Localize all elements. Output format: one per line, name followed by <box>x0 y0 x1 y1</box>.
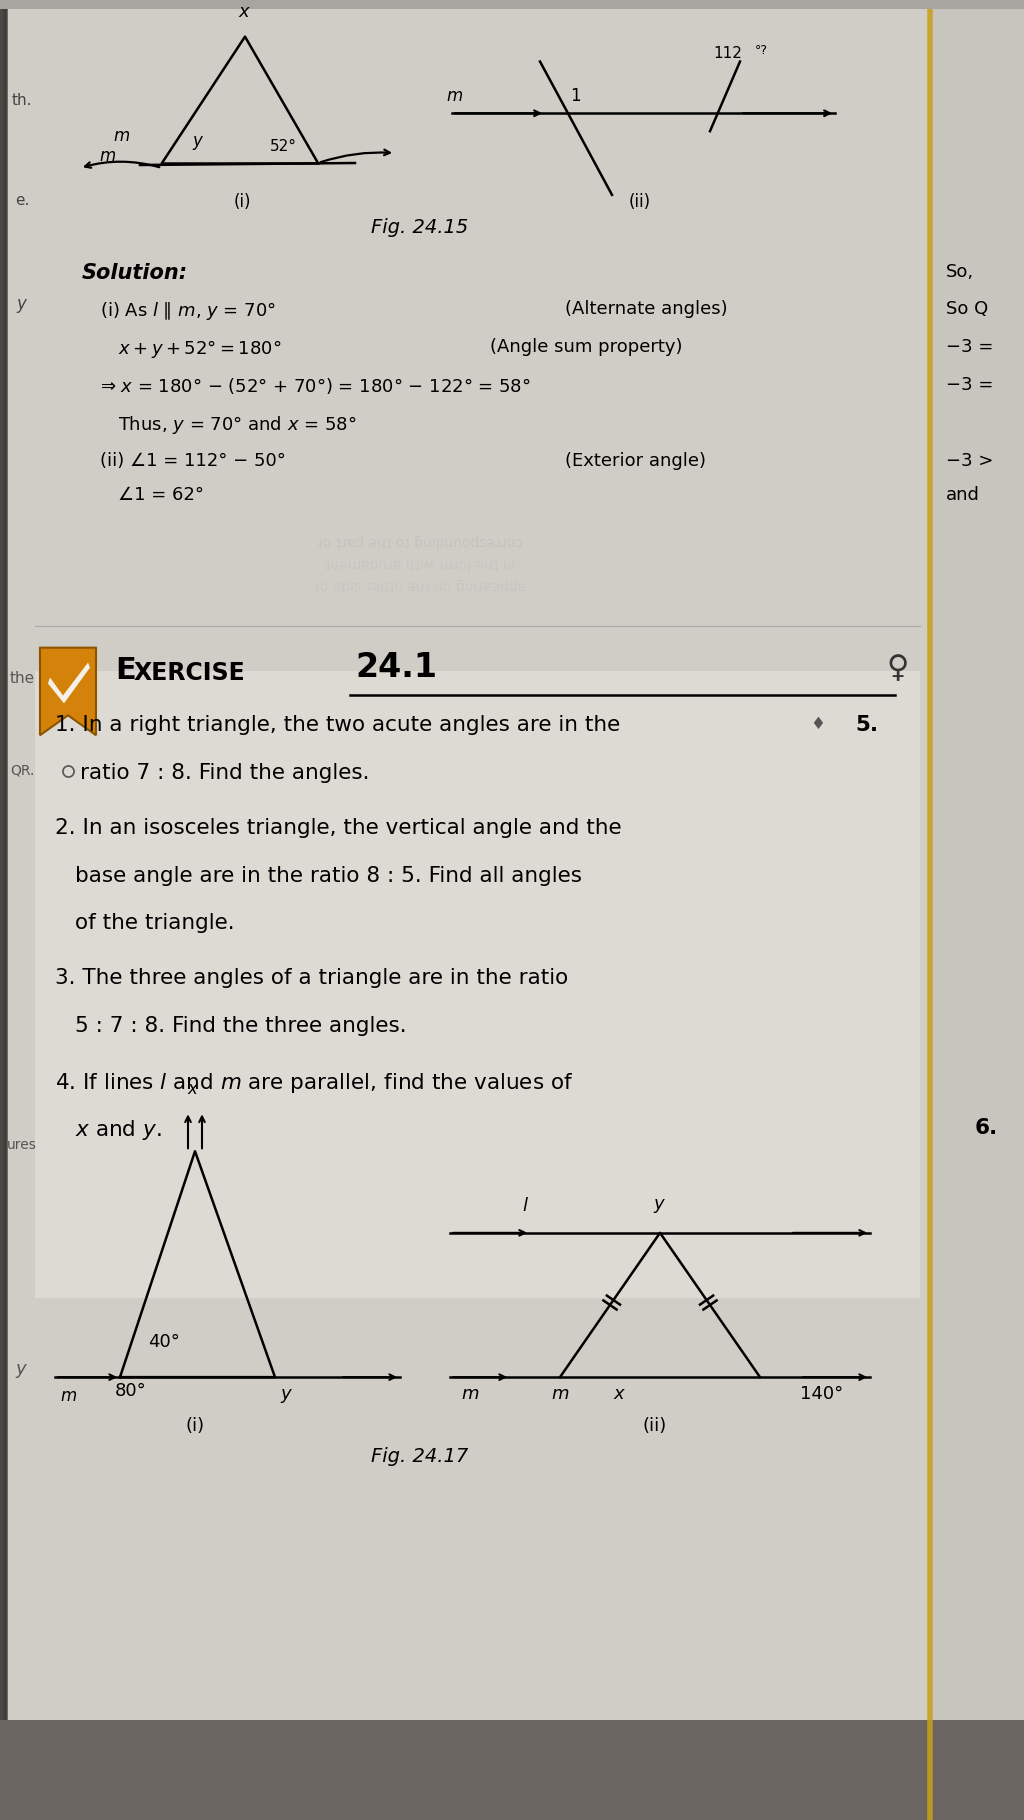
Text: 3. The three angles of a triangle are in the ratio: 3. The three angles of a triangle are in… <box>55 968 568 988</box>
Bar <box>0 9 7 1820</box>
Text: 52°: 52° <box>270 138 297 153</box>
Text: So,: So, <box>946 262 974 280</box>
Text: 1: 1 <box>570 87 581 106</box>
Text: (ii): (ii) <box>629 193 651 211</box>
Polygon shape <box>40 648 96 735</box>
Text: 140°: 140° <box>800 1385 843 1403</box>
Text: $x + y + 52° = 180°$: $x + y + 52° = 180°$ <box>118 339 282 360</box>
Text: 80°: 80° <box>115 1381 146 1400</box>
Text: 6.: 6. <box>975 1119 998 1138</box>
Text: (Angle sum property): (Angle sum property) <box>490 339 683 357</box>
Text: −3 =: −3 = <box>946 377 993 393</box>
Text: $m$: $m$ <box>551 1385 569 1403</box>
Bar <box>0 9 5 1820</box>
Text: E: E <box>115 655 136 684</box>
Text: $x$ and $y$.: $x$ and $y$. <box>75 1119 162 1143</box>
Text: (i): (i) <box>233 193 251 211</box>
Text: °?: °? <box>755 44 768 56</box>
Polygon shape <box>48 662 90 703</box>
Text: (Exterior angle): (Exterior angle) <box>565 451 706 470</box>
Text: Fig. 24.15: Fig. 24.15 <box>372 218 469 237</box>
Text: ⇒ $x$ = 180° − (52° + 70°) = 180° − 122° = 58°: ⇒ $x$ = 180° − (52° + 70°) = 180° − 122°… <box>100 377 530 397</box>
Bar <box>930 9 1024 1820</box>
Bar <box>0 9 6 1820</box>
Text: $m$: $m$ <box>461 1385 479 1403</box>
Text: ʇuǝɯɐbnɹɐ ɥʇıʍ ɯɹoɟ ǝɥʇ uı: ʇuǝɯɐbnɹɐ ɥʇıʍ ɯɹoɟ ǝɥʇ uı <box>325 559 515 571</box>
Text: $y$: $y$ <box>653 1198 667 1216</box>
Text: $m$: $m$ <box>446 87 464 106</box>
Text: e.: e. <box>14 193 30 207</box>
Text: ratio 7 : 8. Find the angles.: ratio 7 : 8. Find the angles. <box>80 763 370 783</box>
Text: 40°: 40° <box>148 1334 180 1350</box>
Text: 4. If lines $l$ and $m$ are parallel, find the values of: 4. If lines $l$ and $m$ are parallel, fi… <box>55 1070 573 1094</box>
Text: 24.1: 24.1 <box>355 652 437 684</box>
Text: ∠1 = 62°: ∠1 = 62° <box>118 486 204 504</box>
Text: (Alternate angles): (Alternate angles) <box>565 300 728 318</box>
Bar <box>0 9 3 1820</box>
Text: and: and <box>946 486 980 504</box>
Text: the: the <box>9 670 35 686</box>
Text: $x$: $x$ <box>186 1081 200 1099</box>
Text: (i): (i) <box>185 1418 205 1434</box>
Text: $m$: $m$ <box>114 127 130 146</box>
Text: $y$: $y$ <box>191 135 204 153</box>
Text: $y$: $y$ <box>15 1361 29 1380</box>
Text: $l$: $l$ <box>521 1198 528 1216</box>
Text: XERCISE: XERCISE <box>134 661 246 684</box>
Text: ♦: ♦ <box>810 715 825 733</box>
Text: QR.: QR. <box>10 763 34 777</box>
Text: ♀: ♀ <box>887 653 909 682</box>
Text: ures: ures <box>7 1138 37 1152</box>
Bar <box>0 9 4 1820</box>
Text: $y$: $y$ <box>15 297 29 315</box>
Text: So Q: So Q <box>946 300 988 318</box>
Text: ɹo ʇɹɐd ǝɥʇ oʇ ƃuıpunodsǝɹɹoɔ: ɹo ʇɹɐd ǝɥʇ oʇ ƃuıpunodsǝɹɹoɔ <box>317 537 523 550</box>
Text: 112: 112 <box>714 46 742 60</box>
Text: Solution:: Solution: <box>82 262 188 282</box>
Bar <box>0 1720 1024 1820</box>
Text: 1. In a right triangle, the two acute angles are in the: 1. In a right triangle, the two acute an… <box>55 715 621 735</box>
Bar <box>0 9 8 1820</box>
Text: $m$: $m$ <box>60 1387 77 1405</box>
Text: 5.: 5. <box>855 715 879 735</box>
Text: 5 : 7 : 8. Find the three angles.: 5 : 7 : 8. Find the three angles. <box>75 1016 407 1036</box>
Text: Fig. 24.17: Fig. 24.17 <box>372 1447 469 1465</box>
Text: (i) As $l$ ∥ $m$, $y$ = 70°: (i) As $l$ ∥ $m$, $y$ = 70° <box>100 300 276 322</box>
Text: of the triangle.: of the triangle. <box>75 914 234 934</box>
Text: $x$: $x$ <box>613 1385 627 1403</box>
Text: 2. In an isosceles triangle, the vertical angle and the: 2. In an isosceles triangle, the vertica… <box>55 817 622 837</box>
Text: (ii): (ii) <box>643 1418 667 1434</box>
Text: Thus, $y$ = 70° and $x$ = 58°: Thus, $y$ = 70° and $x$ = 58° <box>118 413 356 435</box>
Text: −3 =: −3 = <box>946 339 993 357</box>
Text: $y$: $y$ <box>280 1387 293 1405</box>
Text: (ii) ∠1 = 112° − 50°: (ii) ∠1 = 112° − 50° <box>100 451 286 470</box>
Text: base angle are in the ratio 8 : 5. Find all angles: base angle are in the ratio 8 : 5. Find … <box>75 866 582 886</box>
Bar <box>35 670 920 1298</box>
Text: ɹo ǝpıs ɹǝɥʇo ǝɥʇ uo ƃuıɹɐǝddɐ: ɹo ǝpıs ɹǝɥʇo ǝɥʇ uo ƃuıɹɐǝddɐ <box>314 581 526 593</box>
Text: −3 >: −3 > <box>946 451 993 470</box>
Text: th.: th. <box>11 93 32 109</box>
Text: $x$: $x$ <box>239 2 252 20</box>
Text: $m$: $m$ <box>99 147 117 166</box>
